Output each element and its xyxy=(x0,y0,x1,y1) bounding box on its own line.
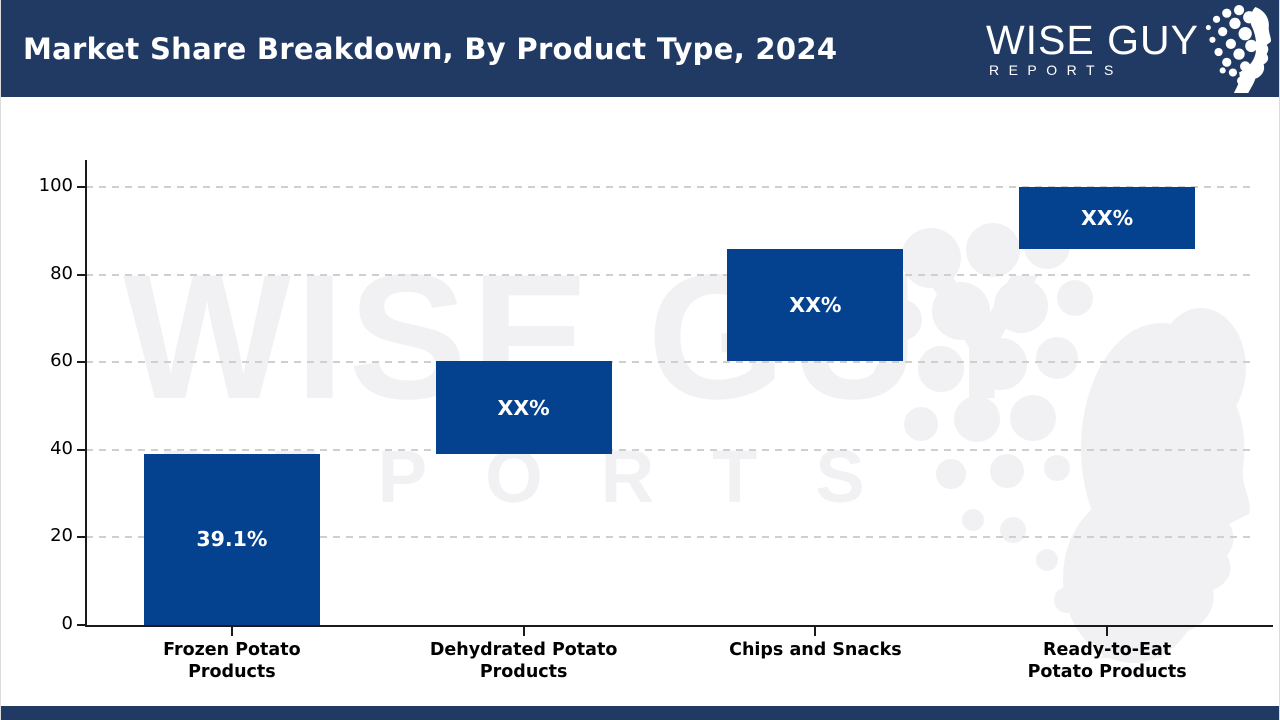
y-tick-mark xyxy=(77,624,85,626)
y-gridline xyxy=(86,273,1253,276)
footer-bar xyxy=(1,706,1279,720)
y-axis xyxy=(85,160,87,627)
bar-segment: XX% xyxy=(1019,187,1196,250)
x-tick-mark xyxy=(814,627,817,636)
brand-logo: WISE GUY REPORTS xyxy=(986,0,1273,97)
bar-value-label: 39.1% xyxy=(196,527,268,552)
logo-head-icon xyxy=(1205,4,1271,93)
x-tick-label: Frozen Potato Products xyxy=(163,640,301,682)
brand-subtitle: REPORTS xyxy=(988,62,1123,78)
y-tick-mark xyxy=(77,273,85,276)
x-tick-label: Dehydrated Potato Products xyxy=(429,640,618,682)
y-tick-mark xyxy=(77,186,85,188)
x-tick-label: Ready-to-Eat Potato Products xyxy=(1027,640,1187,682)
watermark-head-icon xyxy=(874,223,1250,663)
y-tick-label: 100 xyxy=(38,175,73,196)
bar-segment: 39.1% xyxy=(143,453,320,625)
y-tick-label: 80 xyxy=(50,262,73,284)
y-gridline xyxy=(86,361,1253,364)
y-tick-label: 40 xyxy=(50,437,73,459)
y-tick-mark xyxy=(77,448,85,451)
x-tick-label: Chips and Snacks xyxy=(729,640,902,660)
y-tick-label: 0 xyxy=(61,613,73,634)
x-tick-mark xyxy=(522,627,525,636)
chart-title: Market Share Breakdown, By Product Type,… xyxy=(23,31,838,66)
x-tick-mark xyxy=(1106,627,1109,636)
brand-logo-text: WISE GUY REPORTS xyxy=(985,17,1199,78)
x-axis xyxy=(85,625,1273,627)
bar-value-label: XX% xyxy=(497,395,550,420)
y-tick-mark xyxy=(77,361,85,364)
bar-value-label: XX% xyxy=(789,293,842,318)
y-tick-mark xyxy=(77,536,85,539)
y-tick-label: 20 xyxy=(50,525,73,547)
bar-segment: XX% xyxy=(435,361,612,454)
y-tick-label: 60 xyxy=(50,350,73,372)
y-gridline xyxy=(86,536,1253,539)
brand-name: WISE GUY xyxy=(985,17,1199,63)
y-gridline xyxy=(86,186,1253,188)
bar-value-label: XX% xyxy=(1081,206,1134,231)
bar-segment: XX% xyxy=(727,249,904,362)
x-tick-mark xyxy=(230,627,233,636)
header-bar: Market Share Breakdown, By Product Type,… xyxy=(1,0,1279,97)
y-gridline xyxy=(86,448,1253,451)
